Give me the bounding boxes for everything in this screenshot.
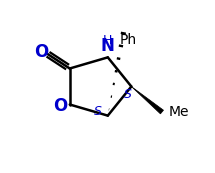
Text: N: N [101,37,115,55]
Polygon shape [131,86,163,114]
Text: Me: Me [169,105,189,119]
Text: S: S [124,88,132,101]
Text: O: O [53,97,68,115]
Text: Ph: Ph [119,33,137,47]
Text: O: O [34,43,48,61]
Text: H: H [103,34,112,47]
Text: S: S [94,105,101,118]
